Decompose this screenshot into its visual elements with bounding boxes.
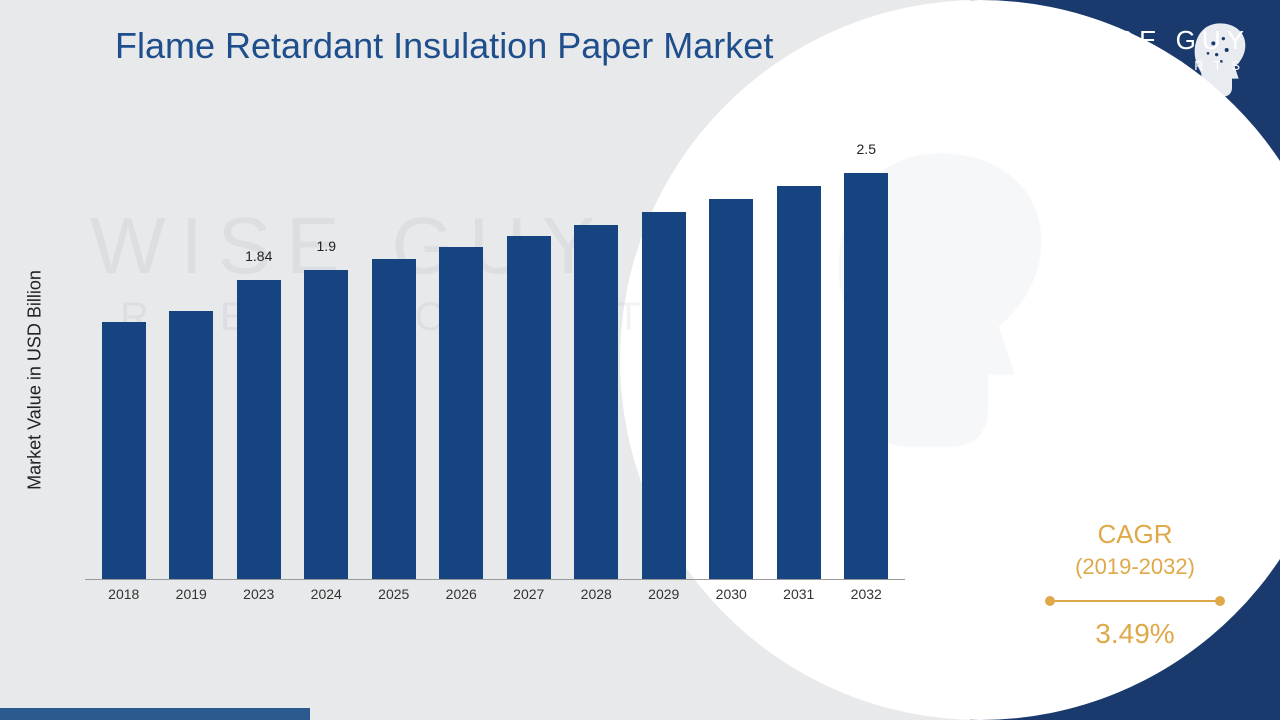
- bar: [844, 173, 888, 579]
- bar-group: 2.5: [833, 140, 901, 579]
- bar-group: [428, 140, 496, 579]
- chart-title: Flame Retardant Insulation Paper Market: [115, 25, 773, 66]
- x-axis-label: 2026: [428, 586, 496, 602]
- x-axis-label: 2031: [765, 586, 833, 602]
- x-axis-label: 2027: [495, 586, 563, 602]
- bar-value-label: 2.5: [857, 141, 876, 157]
- x-axis-label: 2019: [158, 586, 226, 602]
- bar-group: [90, 140, 158, 579]
- cagr-title: CAGR: [1050, 519, 1220, 550]
- bar-value-label: 1.84: [245, 248, 272, 264]
- bar: [439, 247, 483, 579]
- logo-head-icon: [1185, 20, 1255, 100]
- bar: [169, 311, 213, 579]
- cagr-range: (2019-2032): [1050, 554, 1220, 580]
- x-axis-label: 2028: [563, 586, 631, 602]
- bar: [709, 199, 753, 579]
- bar-group: [698, 140, 766, 579]
- x-axis-label: 2024: [293, 586, 361, 602]
- bottom-stripe: [0, 708, 310, 720]
- x-axis-label: 2032: [833, 586, 901, 602]
- bar-group: [630, 140, 698, 579]
- bar: [102, 322, 146, 579]
- x-axis-label: 2025: [360, 586, 428, 602]
- bar: [372, 259, 416, 579]
- cagr-box: CAGR (2019-2032) 3.49%: [1050, 519, 1220, 650]
- bar: [777, 186, 821, 579]
- cagr-value: 3.49%: [1050, 618, 1220, 650]
- brand-logo: WISE GUY REPORTS: [1072, 25, 1250, 73]
- y-axis-label: Market Value in USD Billion: [25, 270, 46, 490]
- bar-group: [765, 140, 833, 579]
- cagr-divider: [1050, 600, 1220, 602]
- x-axis-label: 2023: [225, 586, 293, 602]
- bar: [304, 270, 348, 579]
- bar-group: 1.9: [293, 140, 361, 579]
- x-axis-label: 2030: [698, 586, 766, 602]
- bar-group: [158, 140, 226, 579]
- bar: [237, 280, 281, 579]
- bar: [642, 212, 686, 579]
- x-axis-label: 2018: [90, 586, 158, 602]
- bar-group: [495, 140, 563, 579]
- bar: [507, 236, 551, 579]
- bar-value-label: 1.9: [317, 238, 336, 254]
- bar-group: 1.84: [225, 140, 293, 579]
- bar: [574, 225, 618, 579]
- x-axis-label: 2029: [630, 586, 698, 602]
- bar-group: [360, 140, 428, 579]
- bar-group: [563, 140, 631, 579]
- bar-chart: Market Value in USD Billion 1.841.92.5 2…: [45, 140, 915, 620]
- plot-area: 1.84 1.9 2.5: [85, 140, 905, 580]
